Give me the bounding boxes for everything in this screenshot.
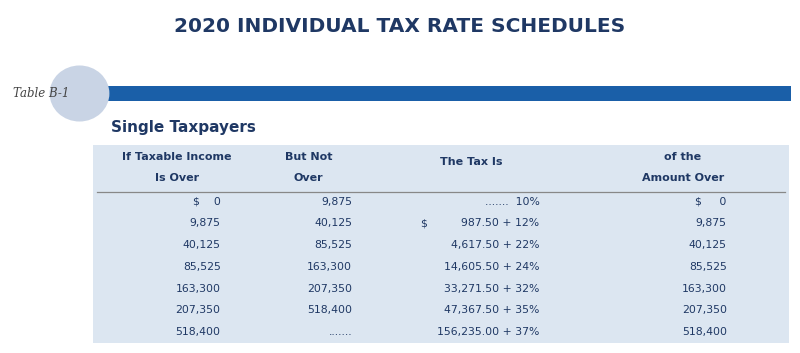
Text: $     0: $ 0 [695,197,727,207]
Text: 163,300: 163,300 [176,283,221,294]
Text: 2020 INDIVIDUAL TAX RATE SCHEDULES: 2020 INDIVIDUAL TAX RATE SCHEDULES [174,17,626,36]
Text: 9,875: 9,875 [321,197,352,207]
Text: 9,875: 9,875 [190,219,221,228]
Text: Over: Over [294,173,323,183]
Text: 40,125: 40,125 [314,219,352,228]
Text: $: $ [420,219,427,228]
Ellipse shape [50,65,110,121]
Text: 40,125: 40,125 [689,240,727,250]
Text: 156,235.00 + 37%: 156,235.00 + 37% [437,327,539,337]
Text: 47,367.50 + 35%: 47,367.50 + 35% [444,305,539,315]
Bar [73,86,790,101]
Text: $    0: $ 0 [193,197,221,207]
Text: 9,875: 9,875 [696,219,727,228]
Text: 163,300: 163,300 [682,283,727,294]
Text: Table B-1: Table B-1 [14,87,70,100]
Text: 518,400: 518,400 [682,327,727,337]
Text: If Taxable Income: If Taxable Income [122,152,231,162]
Text: 207,350: 207,350 [682,305,727,315]
Text: 4,617.50 + 22%: 4,617.50 + 22% [451,240,539,250]
Text: 163,300: 163,300 [307,262,352,272]
Text: 85,525: 85,525 [314,240,352,250]
Text: 518,400: 518,400 [307,305,352,315]
Text: 207,350: 207,350 [307,283,352,294]
Text: .......: ....... [329,327,352,337]
Text: 85,525: 85,525 [182,262,221,272]
Text: 987.50 + 12%: 987.50 + 12% [462,219,539,228]
Text: of the: of the [665,152,702,162]
Text: Is Over: Is Over [154,173,199,183]
Text: .......  10%: ....... 10% [485,197,539,207]
Text: 14,605.50 + 24%: 14,605.50 + 24% [444,262,539,272]
Text: But Not: But Not [285,152,332,162]
Text: 33,271.50 + 32%: 33,271.50 + 32% [444,283,539,294]
Text: Single Taxpayers: Single Taxpayers [111,120,256,136]
Text: 40,125: 40,125 [182,240,221,250]
Text: 85,525: 85,525 [689,262,727,272]
Text: Amount Over: Amount Over [642,173,724,183]
Text: The Tax Is: The Tax Is [441,157,503,167]
Text: 207,350: 207,350 [176,305,221,315]
Bar [93,145,789,343]
Text: 518,400: 518,400 [176,327,221,337]
